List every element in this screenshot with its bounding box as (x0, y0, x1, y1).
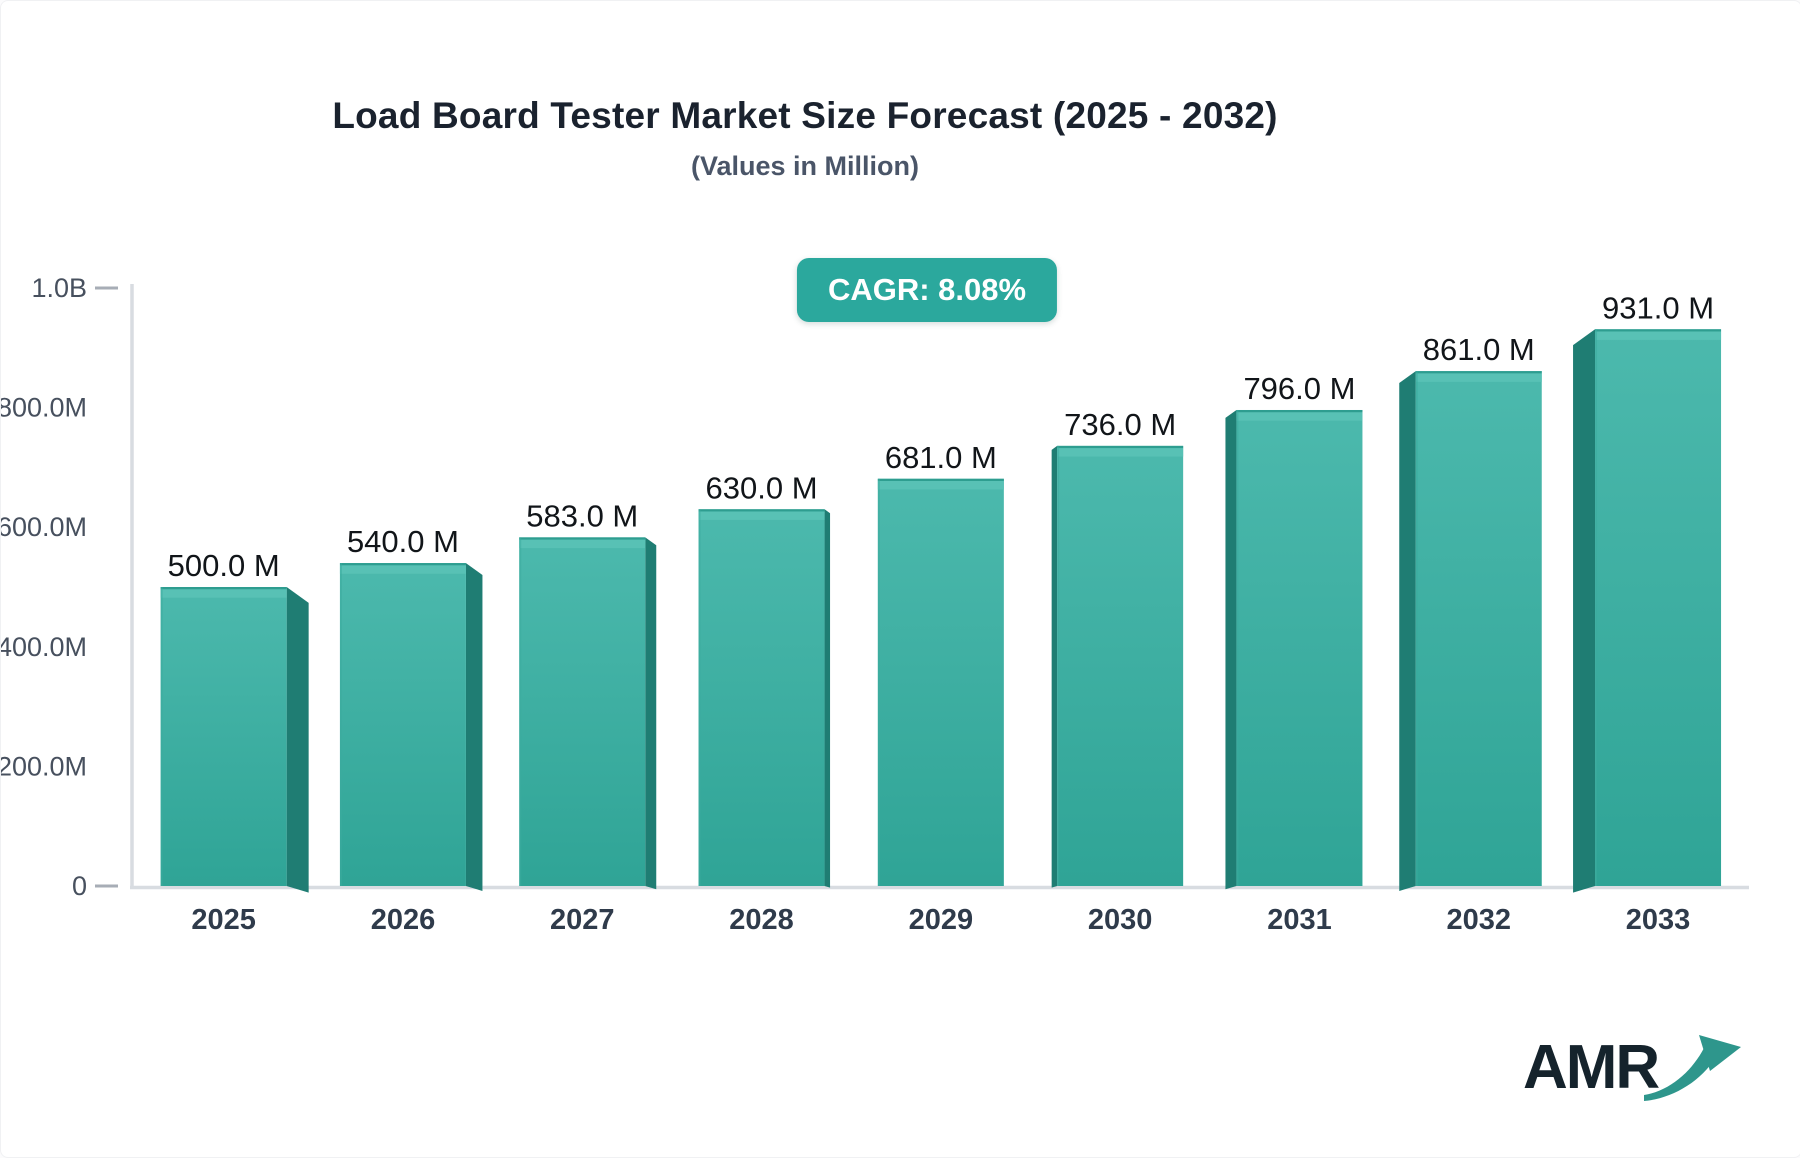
bar-side-face (1573, 329, 1596, 893)
bar-value-label: 630.0 M (706, 470, 818, 505)
bar-front-face (1057, 445, 1184, 886)
bar-front-face (1415, 371, 1542, 886)
growth-arrow-icon (1644, 1035, 1742, 1101)
bar-top-edge (339, 563, 466, 566)
bar-2031 (1225, 409, 1363, 890)
x-category-label: 2033 (1626, 904, 1691, 936)
amr-logo-text: AMR (1523, 1033, 1660, 1102)
x-category-label: 2029 (909, 904, 974, 936)
bar-top-band (339, 565, 466, 574)
bar-top-band (698, 511, 825, 520)
bar-left-edge (1057, 445, 1060, 886)
bar-side-face (1051, 445, 1058, 888)
bar-value-label: 681.0 M (885, 440, 997, 475)
bar-value-label: 583.0 M (526, 498, 638, 533)
bar-side-face (1399, 371, 1416, 891)
x-category-label: 2028 (729, 904, 794, 936)
x-category-label: 2026 (371, 904, 436, 936)
bar-top-edge (1057, 445, 1184, 449)
bar-left-edge (519, 537, 522, 886)
bar-top-edge (877, 478, 1004, 481)
bar-top-edge (698, 509, 825, 512)
bar-front-face (1236, 409, 1363, 886)
x-category-label: 2032 (1446, 904, 1511, 936)
y-tick-label: 200.0M (1, 751, 87, 781)
y-tick-label: 1.0B (31, 273, 87, 303)
amr-logo: AMR (1523, 1033, 1744, 1111)
bar-top-edge (160, 587, 287, 590)
bar-front-face (519, 537, 646, 886)
x-category-label: 2030 (1088, 904, 1153, 936)
y-tick-label: 600.0M (1, 512, 87, 542)
bar-front-face (339, 563, 466, 886)
bar-top-band (877, 480, 1004, 490)
chart-title: Load Board Tester Market Size Forecast (… (332, 95, 1278, 136)
bar-value-label: 540.0 M (347, 524, 459, 559)
bar-left-edge (877, 478, 880, 886)
x-category-label: 2025 (191, 904, 256, 936)
bar-front-face (877, 478, 1004, 886)
bar-left-edge (1236, 409, 1239, 886)
bar-value-label: 931.0 M (1602, 290, 1714, 325)
y-tick-label: 400.0M (1, 632, 87, 662)
bar-top-band (519, 539, 646, 549)
bar-left-edge (698, 509, 701, 886)
bar-top-band (1415, 373, 1542, 382)
bar-left-edge (1595, 329, 1598, 887)
x-category-label: 2027 (550, 904, 615, 936)
bar-top-band (1595, 331, 1722, 340)
bar-side-face (645, 537, 657, 890)
bar-side-face (1225, 409, 1237, 890)
bar-top-edge (1595, 329, 1722, 332)
cagr-badge: CAGR: 8.08% (796, 258, 1058, 322)
bar-side-face (465, 563, 483, 891)
bar-front-face (698, 509, 825, 886)
bar-top-edge (519, 537, 646, 540)
bar-2030 (1051, 445, 1184, 888)
bar-side-face (286, 587, 309, 893)
bar-value-label: 861.0 M (1423, 332, 1535, 367)
bar-2027 (519, 537, 657, 890)
bar-top-band (1236, 412, 1363, 421)
bar-2028 (698, 509, 831, 888)
bar-2032 (1399, 371, 1542, 891)
chart-subtitle: (Values in Million) (690, 151, 920, 181)
bar-top-edge (1236, 409, 1363, 413)
bar-left-edge (1415, 371, 1418, 886)
bar-front-face (160, 587, 287, 886)
bar-2025 (160, 587, 309, 893)
bar-value-label: 736.0 M (1064, 407, 1176, 442)
bar-value-label: 796.0 M (1243, 371, 1355, 406)
bar-top-band (160, 589, 287, 598)
bar-left-edge (160, 587, 163, 886)
bar-value-label: 500.0 M (168, 548, 280, 583)
bar-top-edge (1415, 371, 1542, 374)
y-tick-label: 0 (72, 871, 87, 901)
x-category-label: 2031 (1267, 904, 1332, 936)
bar-2026 (339, 563, 483, 891)
bar-top-band (1057, 448, 1184, 457)
bar-front-face (1595, 329, 1722, 887)
bar-left-edge (339, 563, 342, 886)
bar-2029 (877, 478, 1004, 886)
bar-side-face (824, 509, 831, 888)
bar-2033 (1573, 329, 1722, 893)
y-tick-label: 800.0M (1, 393, 87, 423)
